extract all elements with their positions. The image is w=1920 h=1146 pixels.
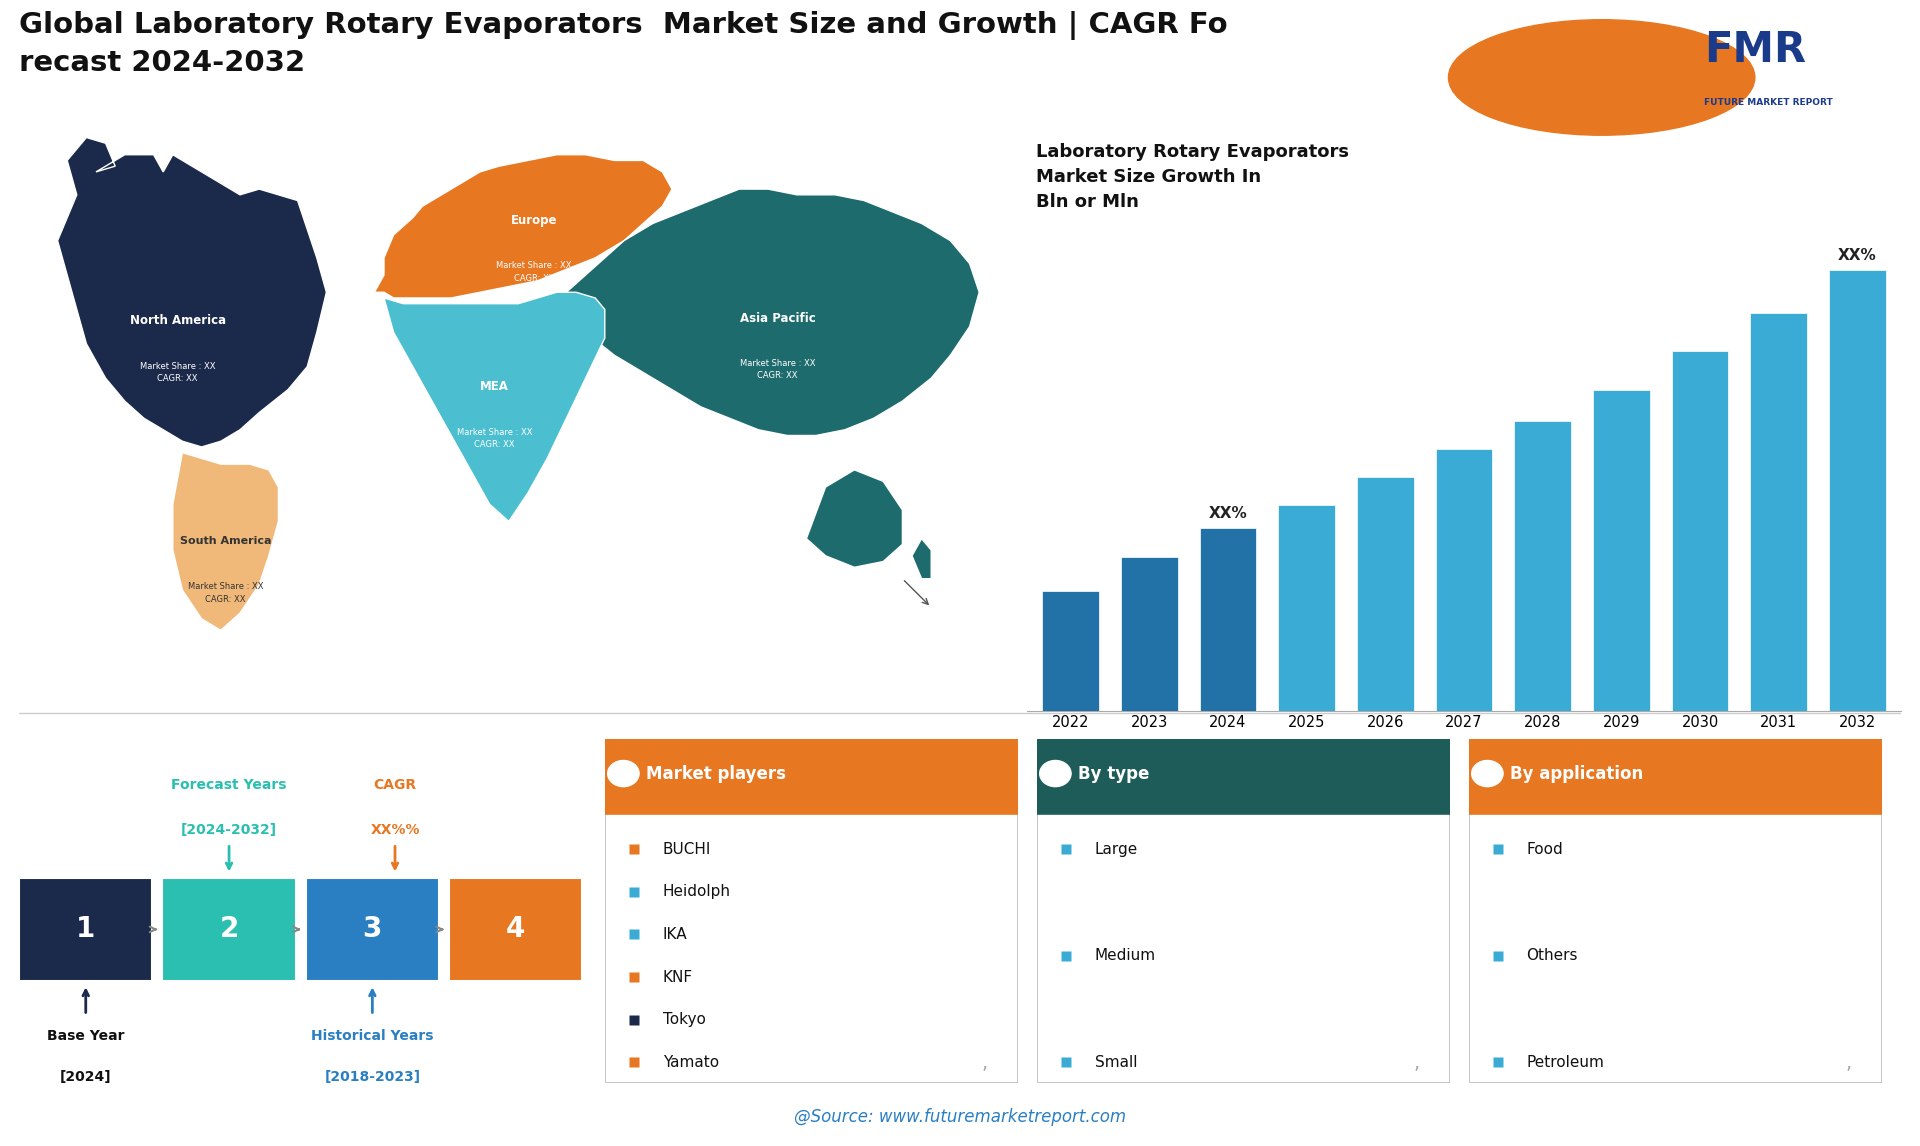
Text: @Source: www.futuremarketreport.com: @Source: www.futuremarketreport.com <box>795 1108 1125 1127</box>
Bar <box>1515 421 1571 711</box>
Text: Market Share : XX
CAGR: XX: Market Share : XX CAGR: XX <box>140 362 215 383</box>
Text: FUTURE MARKET REPORT: FUTURE MARKET REPORT <box>1703 97 1832 107</box>
Text: [2024]: [2024] <box>60 1070 111 1084</box>
Text: Historical Years: Historical Years <box>311 1029 434 1043</box>
Text: CAGR: CAGR <box>374 778 417 792</box>
Text: XX%: XX% <box>1208 507 1248 521</box>
Bar <box>1672 351 1728 711</box>
Text: 2: 2 <box>219 916 238 943</box>
FancyBboxPatch shape <box>1469 808 1882 1083</box>
Bar <box>1436 449 1492 711</box>
Text: By application: By application <box>1509 764 1644 783</box>
Text: Small: Small <box>1094 1054 1137 1070</box>
FancyBboxPatch shape <box>449 878 582 981</box>
Text: Heidolph: Heidolph <box>662 885 732 900</box>
Text: Asia Pacific: Asia Pacific <box>739 312 816 324</box>
Text: Market Share : XX
CAGR: XX: Market Share : XX CAGR: XX <box>495 261 572 283</box>
Text: KNF: KNF <box>662 970 693 984</box>
FancyBboxPatch shape <box>1452 732 1899 815</box>
FancyBboxPatch shape <box>305 878 440 981</box>
Text: Forecast Years: Forecast Years <box>171 778 286 792</box>
Text: Market Share : XX
CAGR: XX: Market Share : XX CAGR: XX <box>457 427 532 449</box>
Bar <box>1357 477 1413 711</box>
Polygon shape <box>912 539 931 579</box>
Text: IKA: IKA <box>662 927 687 942</box>
Text: Laboratory Rotary Evaporators
Market Size Growth In
Bln or Mln: Laboratory Rotary Evaporators Market Siz… <box>1037 143 1350 211</box>
Circle shape <box>609 761 639 786</box>
Text: ,: , <box>1845 1053 1851 1073</box>
Text: [2024-2032]: [2024-2032] <box>180 823 276 837</box>
Text: ,: , <box>981 1053 987 1073</box>
Text: Base Year: Base Year <box>46 1029 125 1043</box>
Text: Yamato: Yamato <box>662 1054 718 1070</box>
Text: Market players: Market players <box>645 764 785 783</box>
FancyBboxPatch shape <box>1037 808 1450 1083</box>
Text: MEA: MEA <box>480 380 509 393</box>
Text: Market Share : XX
CAGR: XX: Market Share : XX CAGR: XX <box>739 359 816 380</box>
Polygon shape <box>173 453 278 630</box>
Polygon shape <box>384 292 605 521</box>
Text: 4: 4 <box>507 916 526 943</box>
Text: 3: 3 <box>363 916 382 943</box>
Text: ,: , <box>1413 1053 1419 1073</box>
Bar <box>1830 269 1885 711</box>
Bar <box>1594 390 1649 711</box>
Text: Market Share : XX
CAGR: XX: Market Share : XX CAGR: XX <box>188 582 263 604</box>
Text: By type: By type <box>1079 764 1150 783</box>
Polygon shape <box>806 470 902 567</box>
Bar <box>1279 504 1334 711</box>
Text: BUCHI: BUCHI <box>662 841 710 857</box>
Polygon shape <box>58 138 326 447</box>
FancyBboxPatch shape <box>19 878 152 981</box>
Text: XX%%: XX%% <box>371 823 420 837</box>
Circle shape <box>1473 761 1503 786</box>
Circle shape <box>1448 19 1755 135</box>
FancyBboxPatch shape <box>163 878 296 981</box>
Bar <box>1121 557 1177 711</box>
Text: Others: Others <box>1526 948 1578 964</box>
FancyBboxPatch shape <box>588 732 1035 815</box>
Bar <box>1043 590 1098 711</box>
Bar <box>1200 528 1256 711</box>
Text: South America: South America <box>180 536 271 547</box>
FancyBboxPatch shape <box>605 808 1018 1083</box>
Circle shape <box>1041 761 1071 786</box>
Text: Global Laboratory Rotary Evaporators  Market Size and Growth | CAGR Fo
recast 20: Global Laboratory Rotary Evaporators Mar… <box>19 11 1227 77</box>
FancyBboxPatch shape <box>1020 732 1467 815</box>
Text: Europe: Europe <box>511 214 557 227</box>
Bar <box>1751 313 1807 711</box>
Text: Food: Food <box>1526 841 1563 857</box>
Polygon shape <box>557 189 979 435</box>
Text: North America: North America <box>129 314 227 328</box>
Text: Tokyo: Tokyo <box>662 1012 705 1027</box>
Polygon shape <box>374 155 672 298</box>
Text: FMR: FMR <box>1703 29 1807 71</box>
Text: Large: Large <box>1094 841 1139 857</box>
Text: [2018-2023]: [2018-2023] <box>324 1070 420 1084</box>
Text: Medium: Medium <box>1094 948 1156 964</box>
Text: XX%: XX% <box>1837 248 1878 262</box>
Text: 1: 1 <box>77 916 96 943</box>
Text: Petroleum: Petroleum <box>1526 1054 1605 1070</box>
